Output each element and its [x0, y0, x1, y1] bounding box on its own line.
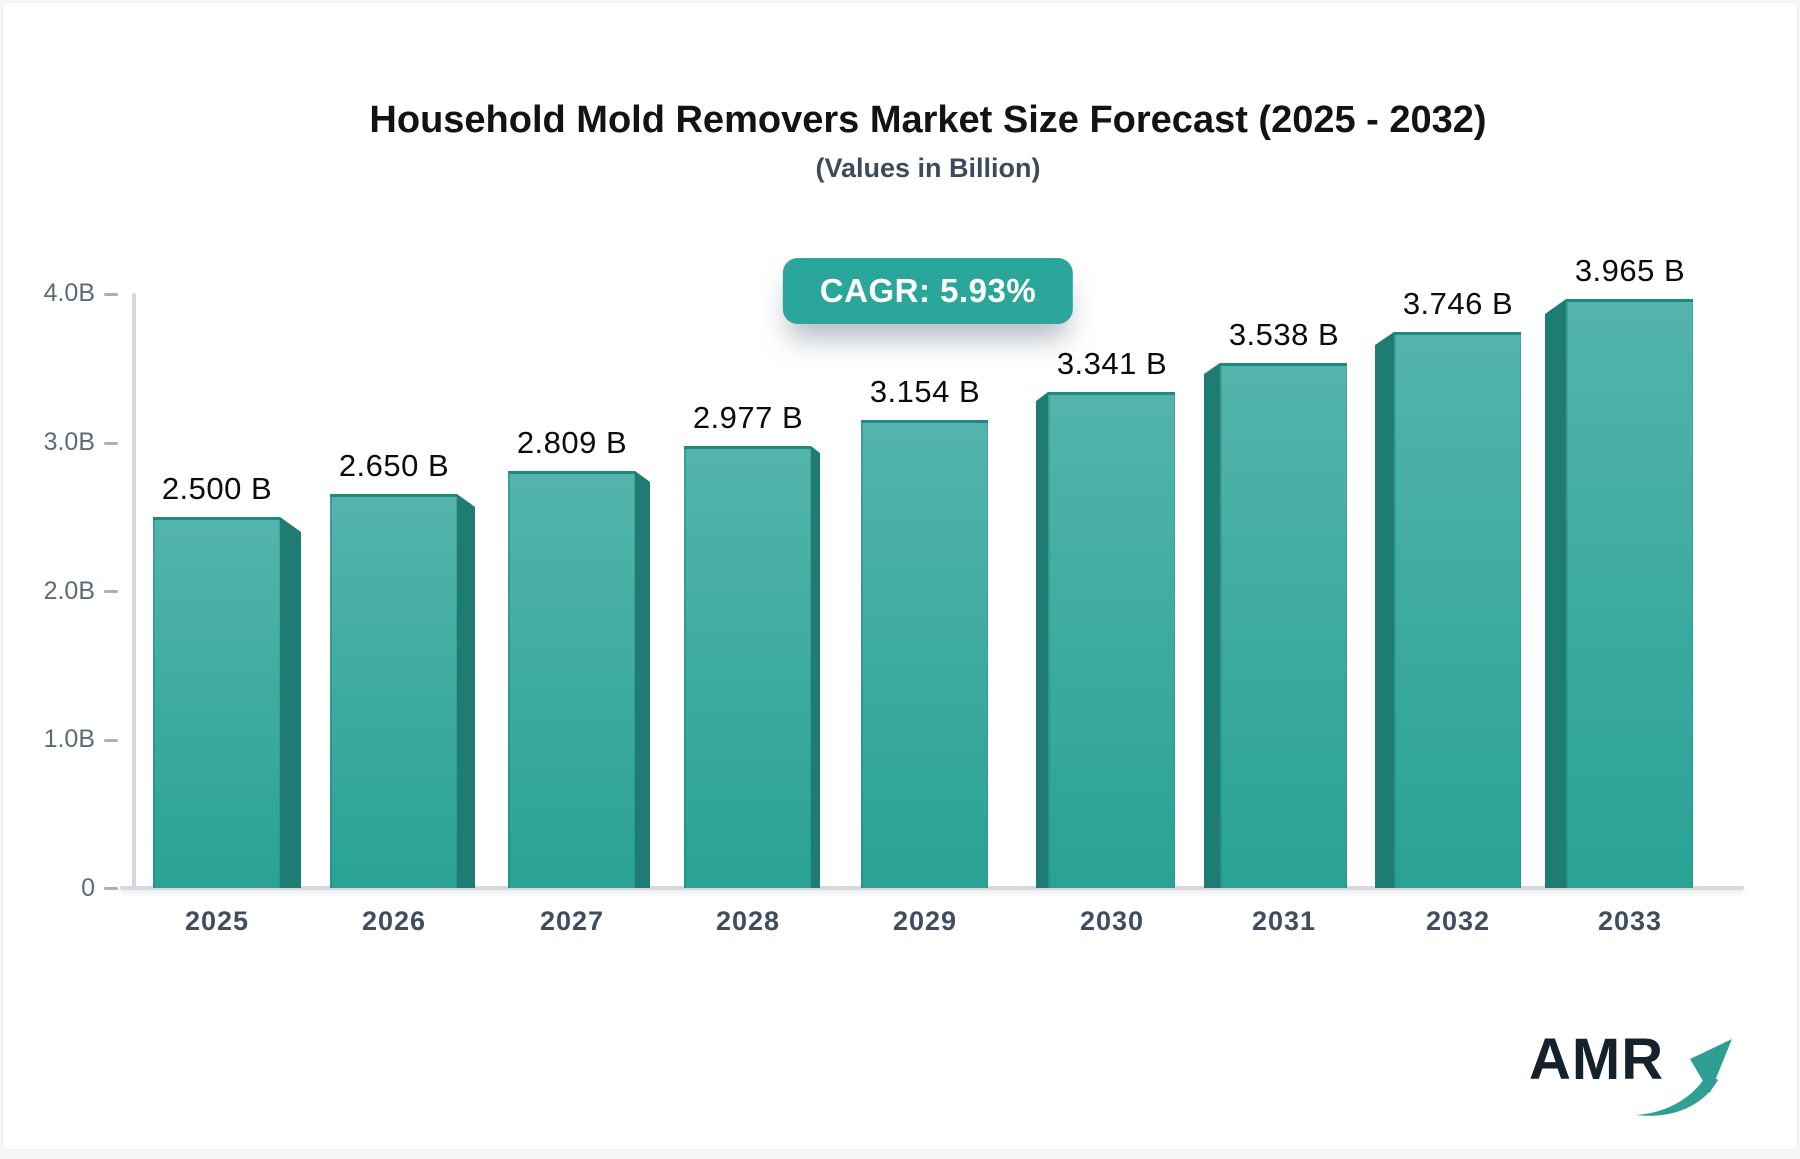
bar-value-label: 3.965 B	[1574, 253, 1686, 288]
bar-3d-side	[280, 517, 301, 888]
x-axis-label-2033: 2033	[1597, 906, 1663, 936]
bar-3d-side	[1375, 332, 1394, 888]
x-axis-label-2026: 2026	[361, 906, 427, 936]
x-axis-label-2030: 2030	[1079, 906, 1145, 936]
y-tick-label: 3.0B	[43, 428, 95, 456]
y-tick	[104, 292, 118, 296]
growth-arrow-icon	[1636, 1039, 1732, 1116]
bar-2028	[684, 446, 811, 888]
x-axis-label-2032: 2032	[1425, 906, 1491, 936]
x-axis-label-2027: 2027	[539, 906, 605, 936]
y-tick	[104, 590, 118, 593]
bar-value-label: 3.341 B	[1056, 346, 1168, 381]
chart-subtitle: (Values in Billion)	[815, 153, 1041, 183]
y-tick	[104, 887, 118, 890]
bar-chart-plot: 4.0B 3.0B 2.0B 1.0B 0 2.500 B 2025 2.650 B 2026 2…	[3, 3, 1800, 1159]
x-axis-line	[120, 886, 1744, 890]
y-tick-label: 2.0B	[43, 576, 95, 605]
bar-value-label: 3.154 B	[869, 374, 981, 409]
chart-title: Household Mold Removers Market Size Fore…	[369, 99, 1487, 141]
bar-2026	[330, 494, 457, 888]
y-tick-label: 4.0B	[43, 279, 95, 307]
y-tick	[104, 441, 118, 445]
x-axis-label-2031: 2031	[1251, 906, 1317, 936]
x-axis-label-2028: 2028	[715, 906, 781, 936]
y-axis-line	[132, 293, 136, 889]
y-tick-label: 1.0B	[43, 725, 95, 753]
x-axis-label-2025: 2025	[184, 906, 250, 936]
cagr-badge: CAGR: 5.93%	[782, 258, 1074, 324]
bar-3d-side	[1204, 363, 1220, 888]
bar-value-label: 2.500 B	[161, 471, 273, 506]
bar-value-label: 2.650 B	[338, 448, 450, 483]
bar-value-label: 3.538 B	[1228, 317, 1340, 352]
bar-value-label: 2.809 B	[516, 425, 628, 460]
bar-3d-side	[457, 494, 475, 888]
bar-3d-side	[1545, 299, 1566, 888]
bar-value-label: 3.746 B	[1402, 286, 1514, 321]
y-tick	[104, 738, 118, 742]
bar-3d-side	[635, 471, 650, 888]
amr-logo-text: AMR	[1529, 1027, 1665, 1092]
amr-logo: AMR	[1529, 1027, 1732, 1119]
y-tick-label: 0	[81, 873, 95, 902]
bar-3d-side	[811, 446, 820, 888]
bar-3d-side	[1036, 392, 1048, 888]
bar-2025	[153, 517, 280, 888]
bar-2029	[861, 420, 988, 888]
bar-2032	[1394, 332, 1521, 888]
bar-2031	[1220, 363, 1347, 888]
bar-2033	[1566, 299, 1693, 888]
bar-2027	[508, 471, 635, 888]
x-axis-label-2029: 2029	[892, 906, 958, 936]
bar-value-label: 2.977 B	[692, 400, 804, 435]
bar-2030	[1048, 392, 1175, 888]
